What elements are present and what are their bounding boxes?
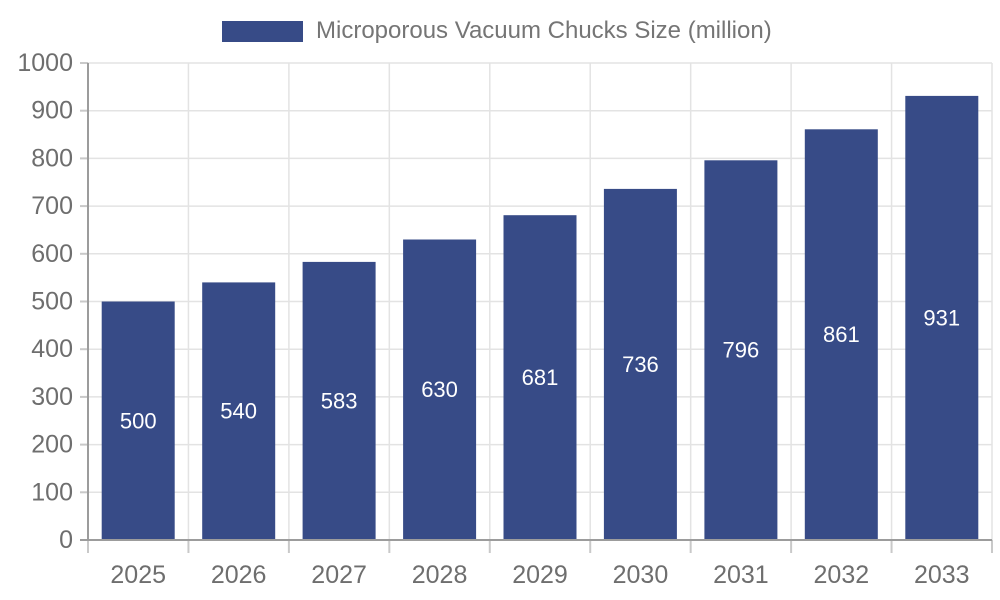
- legend-item[interactable]: Microporous Vacuum Chucks Size (million): [222, 17, 772, 45]
- y-tick-label: 900: [31, 97, 73, 125]
- x-tick-label: 2026: [211, 561, 267, 589]
- bar-2025: [101, 301, 175, 540]
- x-tick-label: 2032: [814, 561, 870, 589]
- bar-2026: [202, 282, 276, 540]
- bar-value-label: 583: [321, 388, 358, 413]
- y-tick-label: 600: [31, 240, 73, 268]
- x-tick-label: 2030: [613, 561, 669, 589]
- bar-2030: [603, 188, 677, 540]
- x-tick-label: 2029: [512, 561, 568, 589]
- bar-value-label: 681: [522, 365, 559, 390]
- bar-2028: [403, 239, 477, 540]
- y-tick-label: 1000: [17, 49, 73, 77]
- bar-2029: [503, 215, 577, 540]
- bar-value-label: 861: [823, 322, 860, 347]
- y-tick-label: 200: [31, 431, 73, 459]
- bar-2031: [704, 160, 778, 541]
- y-tick-label: 0: [59, 526, 73, 554]
- legend-swatch: [222, 20, 303, 42]
- y-tick-label: 800: [31, 144, 73, 172]
- legend-label: Microporous Vacuum Chucks Size (million): [316, 17, 772, 44]
- bar-2027: [302, 261, 376, 540]
- y-tick-label: 500: [31, 288, 73, 316]
- bar-2032: [804, 129, 878, 541]
- y-tick-label: 400: [31, 335, 73, 363]
- bar-value-label: 540: [220, 399, 257, 424]
- x-tick-label: 2033: [914, 561, 970, 589]
- x-tick-label: 2025: [110, 561, 166, 589]
- bar-value-label: 500: [120, 408, 157, 433]
- bar-value-label: 796: [723, 338, 760, 363]
- y-tick-label: 300: [31, 383, 73, 411]
- y-tick-label: 100: [31, 478, 73, 506]
- x-tick-label: 2031: [713, 561, 769, 589]
- bar-value-label: 630: [421, 377, 458, 402]
- bar-value-label: 736: [622, 352, 659, 377]
- y-tick-label: 700: [31, 192, 73, 220]
- bar-2033: [905, 95, 979, 541]
- x-tick-label: 2027: [311, 561, 367, 589]
- bar-value-label: 931: [923, 305, 960, 330]
- x-tick-label: 2028: [412, 561, 468, 589]
